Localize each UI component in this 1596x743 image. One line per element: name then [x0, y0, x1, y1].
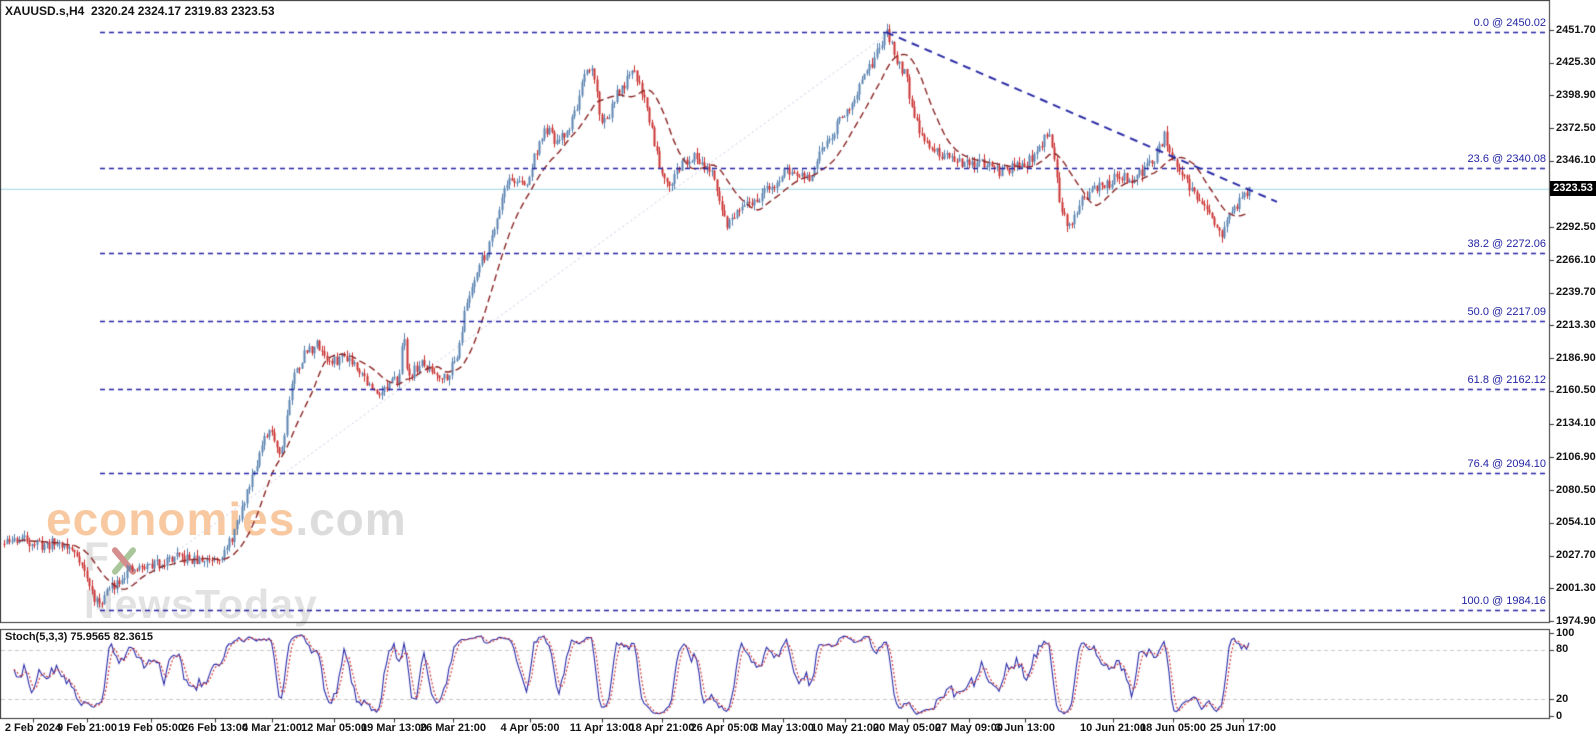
time-axis-label: 4 Apr 05:00: [500, 722, 560, 734]
time-axis-label: 2 Feb 2024: [4, 722, 62, 734]
stoch-indicator-label: Stoch(5,3,3) 75.9565 82.3615: [5, 631, 153, 643]
fib-level-label: 61.8 @ 2162.12: [1467, 373, 1546, 386]
time-axis-label: 12 Mar 05:00: [300, 722, 368, 734]
time-axis-label: 10 Jun 21:00: [1079, 722, 1147, 734]
time-axis-label: 10 May 21:00: [811, 722, 879, 734]
time-axis-label: 18 Apr 21:00: [629, 722, 695, 734]
price-axis-label: 2080.50: [1556, 483, 1596, 496]
price-axis-label: 2186.90: [1556, 351, 1596, 364]
stoch-axis-label: 80: [1556, 643, 1569, 656]
stoch-axis-label: 0: [1556, 709, 1563, 722]
fib-level-label: 50.0 @ 2217.09: [1467, 305, 1546, 318]
stoch-axis-label: 20: [1556, 692, 1569, 705]
price-axis-label: 2106.90: [1556, 450, 1596, 463]
price-axis-label: 2451.70: [1556, 23, 1596, 36]
price-axis-label: 2027.70: [1556, 549, 1596, 562]
time-axis-label: 25 Jun 17:00: [1209, 722, 1277, 734]
time-axis-label: 3 Jun 13:00: [995, 722, 1055, 734]
price-axis-label: 2346.10: [1556, 154, 1596, 167]
price-axis-label: 2239.70: [1556, 286, 1596, 299]
stoch-axis-label: 100: [1556, 626, 1575, 639]
fib-level-label: 100.0 @ 1984.16: [1461, 594, 1546, 607]
time-axis-label: 9 Feb 21:00: [57, 722, 117, 734]
time-axis-label: 20 May 05:00: [873, 722, 941, 734]
time-axis-label: 11 Apr 13:00: [569, 722, 635, 734]
time-axis-label: 3 May 13:00: [752, 722, 814, 734]
time-axis-label: 4 Mar 21:00: [242, 722, 302, 734]
time-axis-label: 19 Feb 05:00: [117, 722, 185, 734]
price-axis-label: 2134.10: [1556, 417, 1596, 430]
fib-level-label: 23.6 @ 2340.08: [1467, 153, 1546, 166]
time-axis-label: 19 Mar 13:00: [360, 722, 428, 734]
price-axis-label: 2160.50: [1556, 384, 1596, 397]
chart-title: XAUUSD.s,H4 2320.24 2324.17 2319.83 2323…: [5, 4, 275, 18]
price-axis-label: 2372.50: [1556, 121, 1596, 134]
price-axis-label: 2425.30: [1556, 56, 1596, 69]
price-axis-label: 2292.50: [1556, 220, 1596, 233]
price-axis-label: 2266.10: [1556, 253, 1596, 266]
price-axis-label: 1974.90: [1556, 614, 1596, 627]
time-axis-label: 27 May 09:00: [935, 722, 1003, 734]
time-axis-label: 26 Apr 05:00: [690, 722, 756, 734]
fib-level-label: 76.4 @ 2094.10: [1467, 458, 1546, 471]
time-axis-label: 26 Mar 21:00: [419, 722, 487, 734]
fib-level-label: 0.0 @ 2450.02: [1473, 17, 1546, 30]
price-axis-label: 2213.30: [1556, 319, 1596, 331]
price-axis-label: 2398.90: [1556, 88, 1596, 101]
price-axis-label: 2001.30: [1556, 581, 1596, 594]
time-axis-label: 26 Feb 13:00: [181, 722, 249, 734]
current-price-badge: 2323.53: [1550, 181, 1596, 197]
fib-level-label: 38.2 @ 2272.06: [1467, 237, 1546, 250]
price-axis-label: 2054.10: [1556, 516, 1596, 529]
time-axis-label: 18 Jun 05:00: [1139, 722, 1207, 734]
